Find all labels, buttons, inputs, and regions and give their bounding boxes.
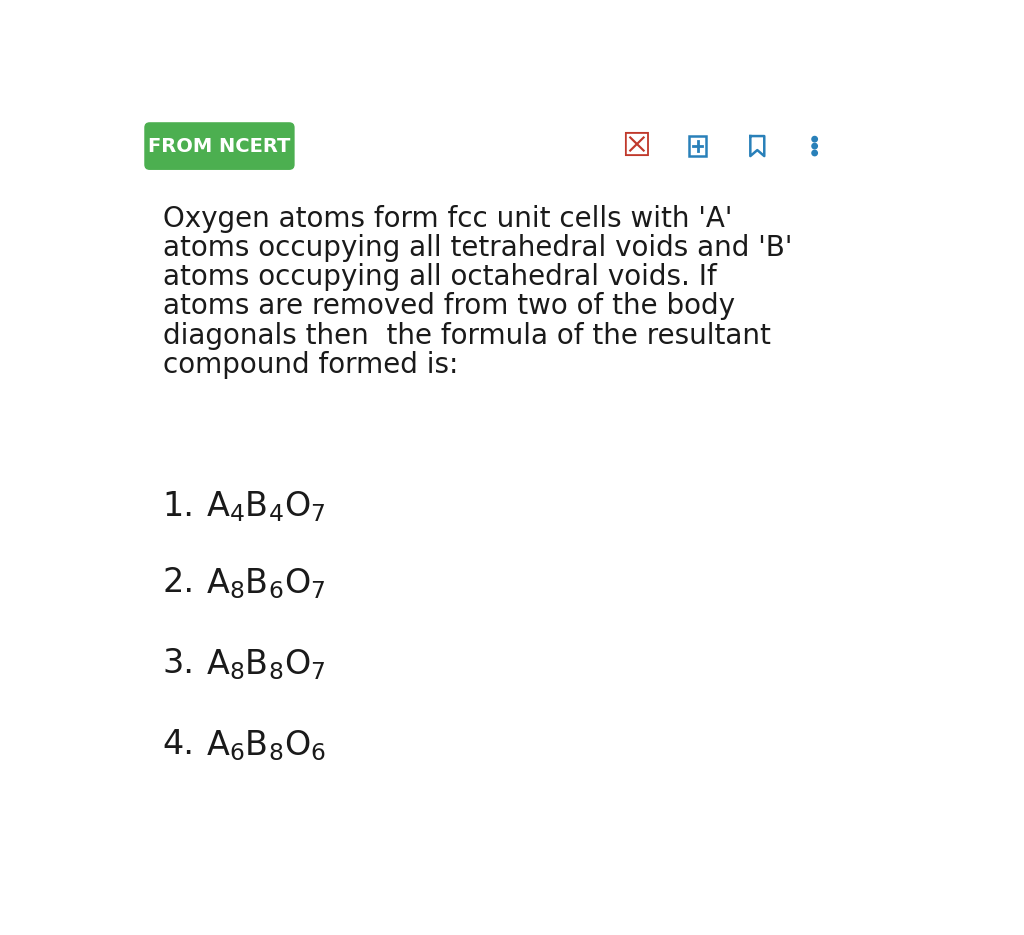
- Text: 2.: 2.: [163, 567, 195, 599]
- Text: 3.: 3.: [163, 647, 195, 681]
- Text: 1.: 1.: [163, 490, 195, 523]
- FancyBboxPatch shape: [144, 122, 295, 170]
- Bar: [689, 137, 707, 156]
- Text: atoms are removed from two of the body: atoms are removed from two of the body: [163, 293, 735, 321]
- Text: atoms occupying all octahedral voids. If: atoms occupying all octahedral voids. If: [163, 263, 717, 291]
- Circle shape: [812, 151, 817, 156]
- Circle shape: [812, 143, 817, 149]
- Text: diagonals then  the formula of the resultant: diagonals then the formula of the result…: [163, 322, 771, 350]
- Text: 4.: 4.: [163, 728, 195, 761]
- Text: $\mathregular{A_6B_8O_6}$: $\mathregular{A_6B_8O_6}$: [206, 728, 326, 763]
- Text: ☒: ☒: [621, 130, 650, 163]
- Text: atoms occupying all tetrahedral voids and 'B': atoms occupying all tetrahedral voids an…: [163, 234, 793, 262]
- Text: compound formed is:: compound formed is:: [163, 351, 459, 379]
- Text: $\mathregular{A_8B_6O_7}$: $\mathregular{A_8B_6O_7}$: [206, 567, 325, 601]
- Text: Oxygen atoms form fcc unit cells with 'A': Oxygen atoms form fcc unit cells with 'A…: [163, 205, 732, 233]
- Text: $\mathregular{A_8B_8O_7}$: $\mathregular{A_8B_8O_7}$: [206, 647, 325, 682]
- Circle shape: [812, 137, 817, 142]
- Text: FROM NCERT: FROM NCERT: [148, 137, 291, 155]
- Text: $\mathregular{A_4B_4O_7}$: $\mathregular{A_4B_4O_7}$: [206, 490, 325, 525]
